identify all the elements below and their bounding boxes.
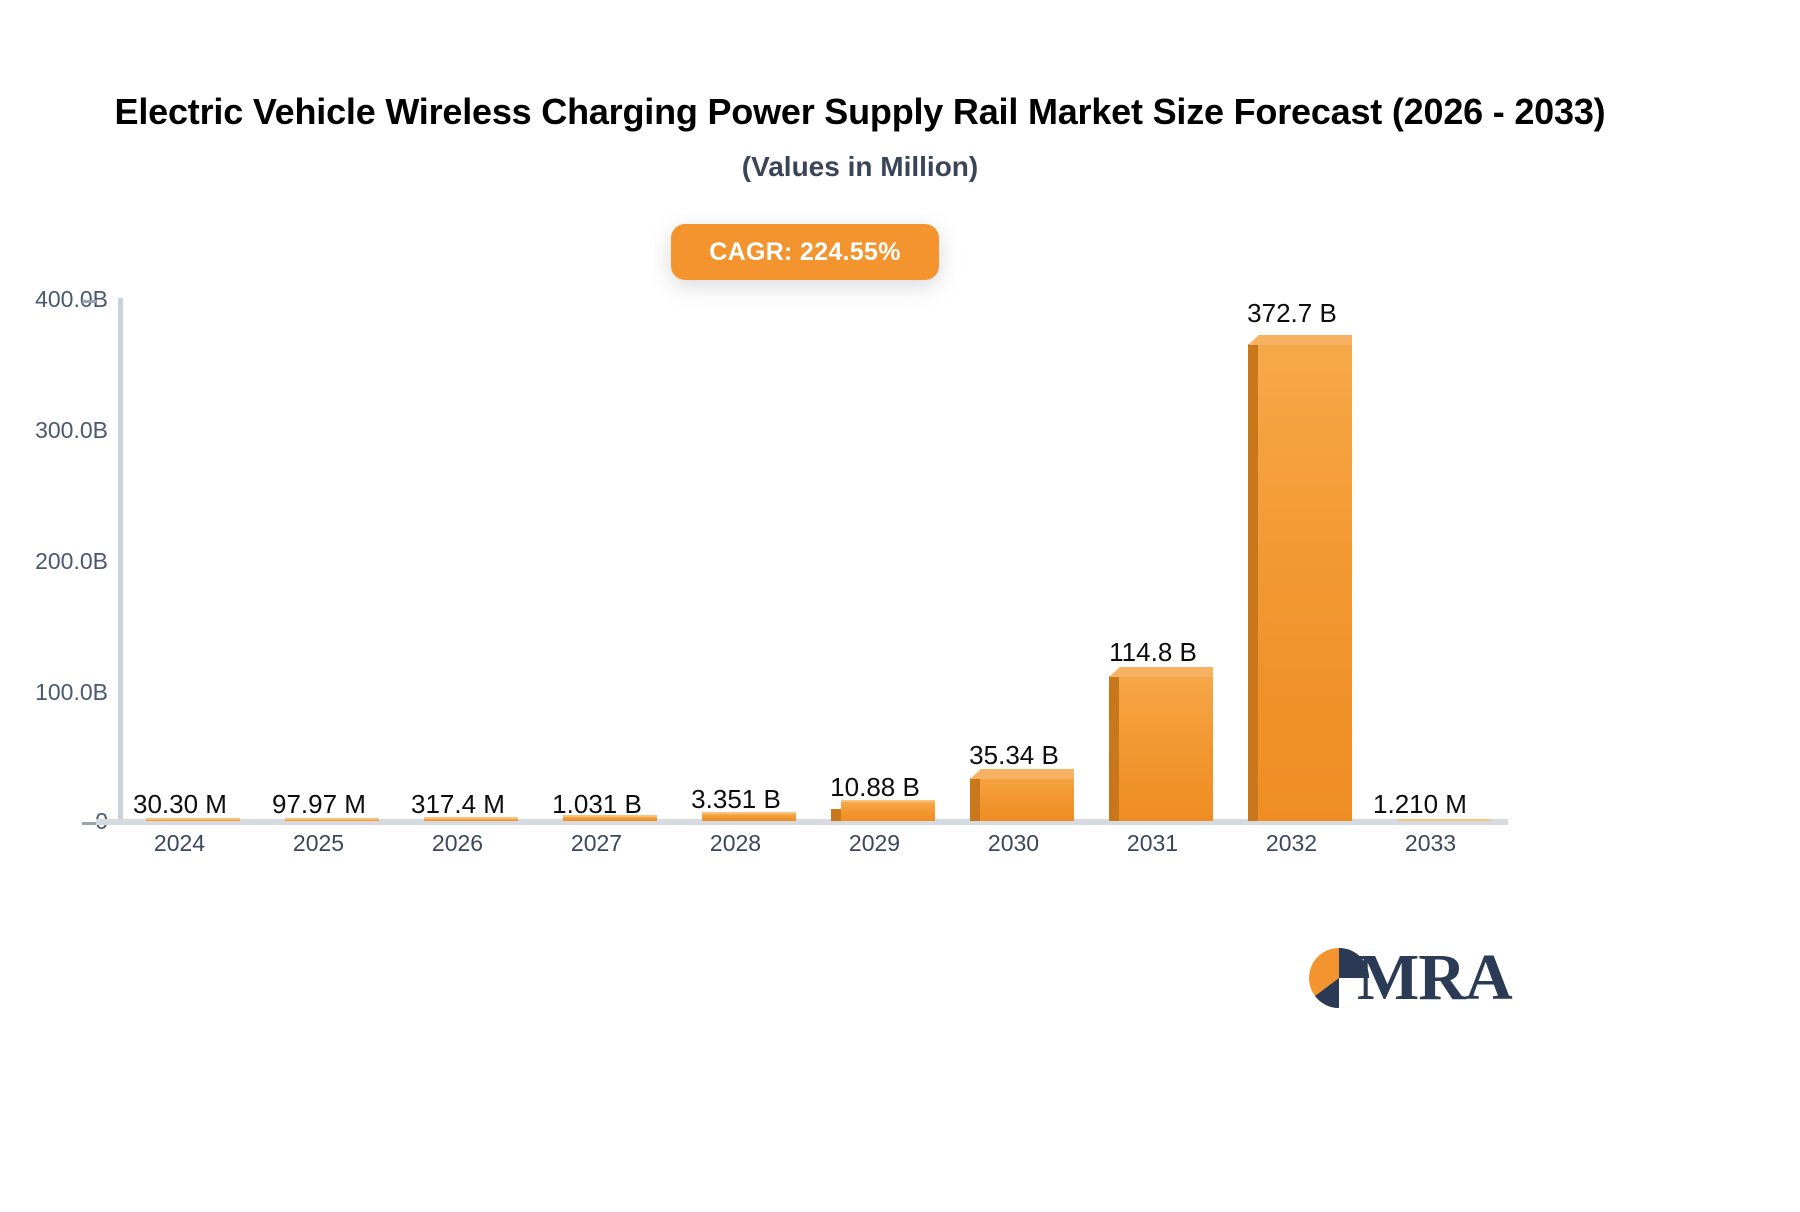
x-tick-label-2029: 2029 [848, 830, 901, 856]
x-tick-label-2026: 2026 [431, 830, 484, 856]
brand-logo-text: MRA [1357, 941, 1513, 1014]
bar-2024[interactable] [136, 818, 240, 821]
pie-chart-icon [1309, 948, 1369, 1008]
bar-front-face [424, 817, 518, 821]
x-axis-line [96, 819, 1508, 825]
bar-slot-2030[interactable] [952, 298, 1091, 821]
bar-value-label-2030: 35.34 B [969, 740, 1059, 770]
bar-slot-2032[interactable] [1230, 298, 1369, 821]
bar-value-label-2025: 97.97 M [272, 789, 366, 819]
bar-side-face [970, 778, 981, 821]
bar-value-label-2033: 1.210 M [1373, 789, 1467, 819]
x-tick-label-2030: 2030 [987, 830, 1040, 856]
bar-value-label-2028: 3.351 B [691, 784, 781, 814]
bar-front-face [563, 815, 657, 821]
bar-slot-2028[interactable] [674, 298, 813, 821]
bar-value-label-2029: 10.88 B [830, 772, 920, 802]
bar-top-face [970, 769, 1074, 779]
bar-slot-2026[interactable] [396, 298, 535, 821]
bar-side-face [1248, 344, 1259, 821]
bar-2032[interactable] [1248, 335, 1352, 821]
bar-slot-2025[interactable] [257, 298, 396, 821]
y-tick-label-100: 100.0B [35, 679, 108, 705]
bar-2029[interactable] [831, 800, 935, 821]
plot-area [96, 298, 1508, 825]
bar-side-face [1109, 676, 1120, 821]
y-tick-label-200: 200.0B [35, 548, 108, 574]
bar-front-face [702, 812, 796, 821]
brand-logo: MRA [1307, 941, 1513, 1014]
x-tick-label-2033: 2033 [1404, 830, 1457, 856]
bar-front-face [285, 818, 379, 821]
y-axis-line [118, 298, 123, 821]
bar-slot-2031[interactable] [1091, 298, 1230, 821]
bar-slot-2033[interactable] [1369, 298, 1508, 821]
bar-value-label-2024: 30.30 M [133, 789, 227, 819]
bar-value-label-2027: 1.031 B [552, 789, 642, 819]
bar-2031[interactable] [1109, 667, 1213, 821]
bar-value-label-2026: 317.4 M [411, 789, 505, 819]
bar-slot-2027[interactable] [535, 298, 674, 821]
bar-side-face [831, 809, 842, 821]
bar-2033[interactable] [1387, 819, 1491, 821]
bar-2030[interactable] [970, 769, 1074, 821]
bar-value-label-2032: 372.7 B [1247, 298, 1337, 328]
y-tick-label-400: 400.0B [35, 286, 108, 312]
bar-slot-2024[interactable] [118, 298, 257, 821]
bar-2027[interactable] [553, 815, 657, 821]
page-title: Electric Vehicle Wireless Charging Power… [114, 91, 1606, 132]
bar-2025[interactable] [275, 818, 379, 821]
bar-2028[interactable] [692, 812, 796, 821]
y-tick-dash-400 [82, 300, 96, 303]
title-block: Electric Vehicle Wireless Charging Power… [110, 88, 1610, 182]
x-tick-label-2024: 2024 [153, 830, 206, 856]
cagr-badge-label: CAGR: 224.55% [709, 237, 901, 266]
y-tick-label-300: 300.0B [35, 417, 108, 443]
chart-subtitle: (Values in Million) [741, 150, 979, 182]
bar-front-face [146, 818, 240, 821]
bar-front-face [841, 800, 935, 821]
y-tick-dash-0 [82, 822, 96, 825]
bar-front-face [1397, 819, 1491, 821]
cagr-badge: CAGR: 224.55% [671, 224, 939, 280]
bar-top-face [1248, 335, 1352, 345]
bar-front-face [1119, 667, 1213, 821]
bar-2026[interactable] [414, 817, 518, 821]
x-tick-label-2025: 2025 [292, 830, 345, 856]
x-tick-label-2027: 2027 [570, 830, 623, 856]
bar-top-face [1109, 667, 1213, 677]
x-tick-label-2032: 2032 [1265, 830, 1318, 856]
bar-slot-2029[interactable] [813, 298, 952, 821]
x-tick-label-2031: 2031 [1126, 830, 1179, 856]
bar-value-label-2031: 114.8 B [1109, 637, 1197, 667]
bar-front-face [1258, 335, 1352, 821]
bar-series [118, 298, 1508, 821]
x-tick-label-2028: 2028 [709, 830, 762, 856]
